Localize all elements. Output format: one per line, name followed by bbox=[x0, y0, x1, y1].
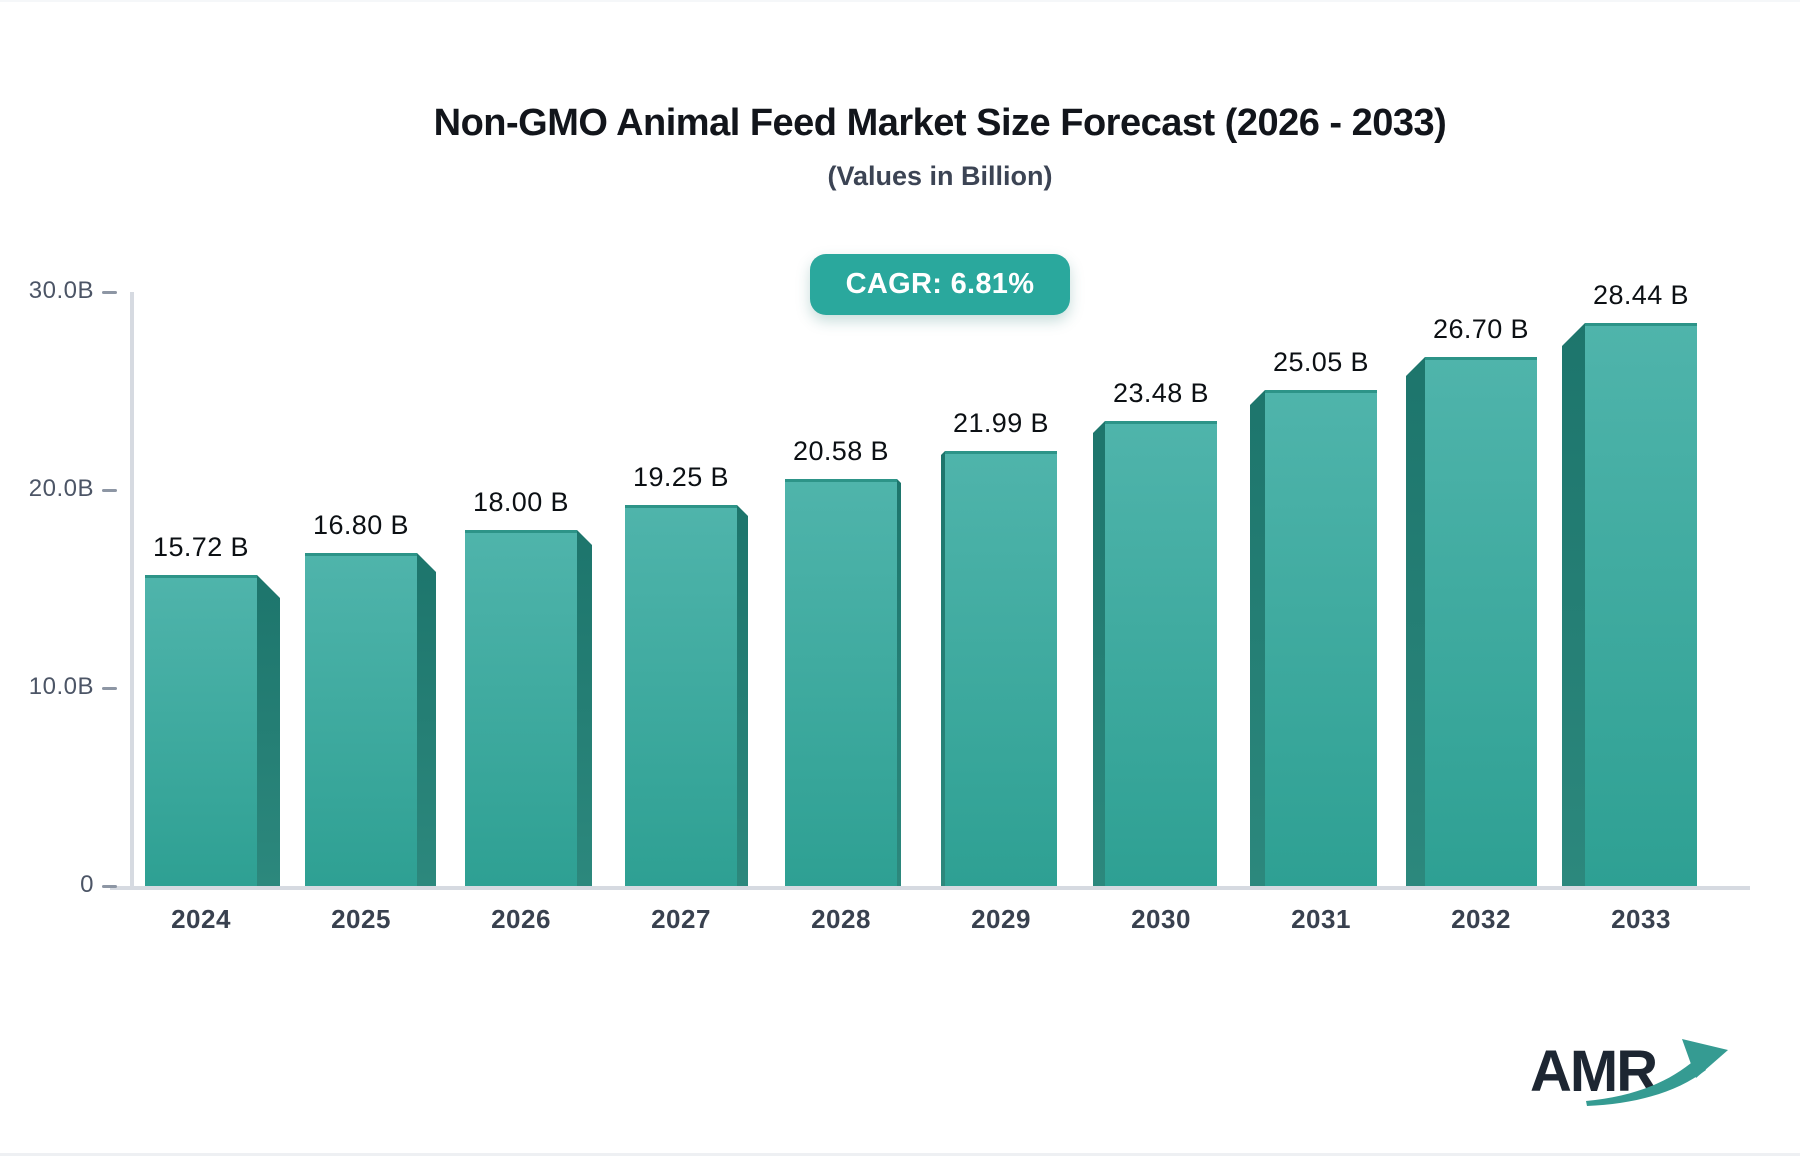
bar-side-face bbox=[737, 505, 748, 886]
bar-2031: 25.05 B bbox=[1250, 347, 1377, 886]
bar-side-face bbox=[257, 575, 280, 886]
y-tick-label: 10.0B bbox=[28, 673, 94, 700]
y-tick-mark bbox=[102, 290, 117, 294]
bar-value-label: 21.99 B bbox=[953, 408, 1049, 438]
bar-side-face bbox=[1406, 357, 1425, 886]
x-tick-label: 2026 bbox=[491, 904, 551, 934]
chart-title: Non-GMO Animal Feed Market Size Forecast… bbox=[433, 102, 1447, 144]
bar-value-label: 18.00 B bbox=[473, 487, 569, 517]
y-tick-label: 20.0B bbox=[28, 475, 94, 502]
bar-front-face bbox=[1425, 357, 1537, 886]
x-tick-label: 2028 bbox=[811, 904, 871, 934]
x-axis-line bbox=[110, 886, 1750, 890]
bar-front-face bbox=[625, 505, 737, 886]
bar-value-label: 19.25 B bbox=[633, 462, 729, 492]
y-tick-mark bbox=[102, 686, 117, 690]
bar-side-face bbox=[1250, 390, 1265, 886]
plot-area: 0 10.0B 20.0B 30.0B 2024 15.72 B 2025 16.80 B 20… bbox=[29, 277, 1750, 934]
x-tick-label: 2030 bbox=[1131, 904, 1191, 934]
bar-value-label: 20.58 B bbox=[793, 436, 889, 466]
y-tick-mark bbox=[102, 884, 117, 888]
bar-2030: 23.48 B bbox=[1093, 378, 1217, 886]
bar-side-face bbox=[941, 451, 945, 886]
bar-side-face bbox=[1562, 323, 1585, 886]
bar-2032: 26.70 B bbox=[1406, 314, 1537, 886]
amr-logo-arrowhead bbox=[1682, 1039, 1728, 1078]
bar-value-label: 16.80 B bbox=[313, 510, 409, 540]
y-tick-label: 0 bbox=[80, 871, 94, 898]
bar-value-label: 25.05 B bbox=[1273, 347, 1369, 377]
bar-2025: 16.80 B bbox=[305, 510, 436, 886]
bar-2026: 18.00 B bbox=[465, 487, 592, 886]
cagr-badge-row: CAGR: 6.81% bbox=[130, 254, 1750, 315]
bar-2033: 28.44 B bbox=[1562, 280, 1697, 886]
bar-side-face bbox=[897, 479, 901, 886]
x-tick-label: 2032 bbox=[1451, 904, 1511, 934]
bar-value-label: 26.70 B bbox=[1433, 314, 1529, 344]
amr-logo: AMR bbox=[1530, 1039, 1728, 1106]
chart-subtitle: (Values in Billion) bbox=[827, 161, 1053, 191]
bar-2024: 15.72 B bbox=[145, 532, 280, 886]
x-tick-label: 2029 bbox=[971, 904, 1031, 934]
bar-front-face bbox=[145, 575, 257, 886]
bar-front-face bbox=[1265, 390, 1377, 886]
bar-value-label: 15.72 B bbox=[153, 532, 249, 562]
bar-side-face bbox=[1093, 421, 1105, 886]
x-tick-label: 2027 bbox=[651, 904, 711, 934]
y-tick-label: 30.0B bbox=[28, 277, 94, 304]
cagr-badge: CAGR: 6.81% bbox=[809, 254, 1071, 315]
y-axis-line bbox=[130, 292, 134, 886]
bar-front-face bbox=[785, 479, 897, 886]
bar-front-face bbox=[305, 553, 417, 886]
bar-front-face bbox=[945, 451, 1057, 886]
bar-2027: 19.25 B bbox=[625, 462, 748, 886]
bar-front-face bbox=[1585, 323, 1697, 886]
x-tick-label: 2033 bbox=[1611, 904, 1671, 934]
bar-2028: 20.58 B bbox=[785, 436, 901, 886]
bar-front-face bbox=[465, 530, 577, 886]
x-tick-label: 2025 bbox=[331, 904, 391, 934]
bar-value-label: 28.44 B bbox=[1593, 280, 1689, 310]
bar-side-face bbox=[417, 553, 436, 886]
bar-front-face bbox=[1105, 421, 1217, 886]
chart-header: Non-GMO Animal Feed Market Size Forecast… bbox=[130, 102, 1750, 192]
x-tick-label: 2031 bbox=[1291, 904, 1351, 934]
bar-side-face bbox=[577, 530, 592, 886]
bar-2029: 21.99 B bbox=[941, 408, 1057, 886]
bar-value-label: 23.48 B bbox=[1113, 378, 1209, 408]
x-tick-label: 2024 bbox=[171, 904, 231, 934]
y-tick-mark bbox=[102, 488, 117, 492]
